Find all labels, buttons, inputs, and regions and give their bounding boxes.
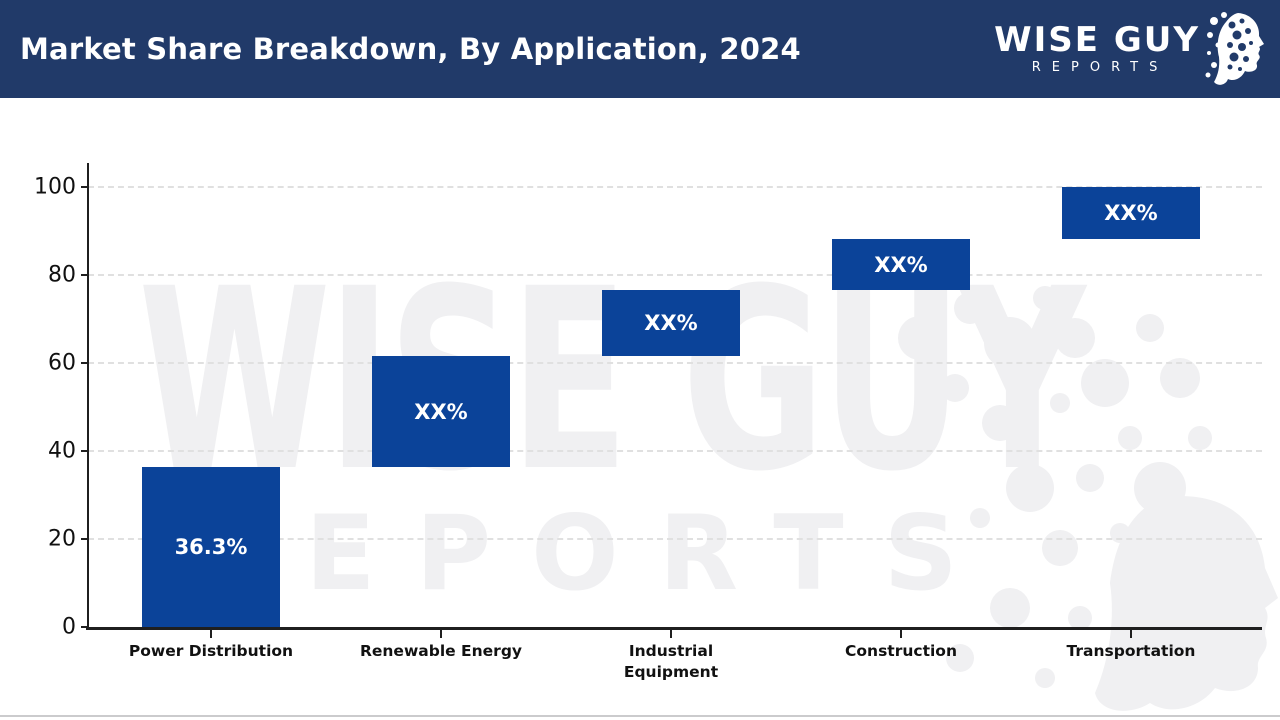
waterfall-bar: XX% [602,290,740,357]
y-gridline [88,361,1262,364]
x-axis-line [86,627,1262,630]
x-axis-category-label: Construction [845,642,957,660]
x-tick [210,630,212,638]
y-tick [81,361,88,364]
x-tick [900,630,902,638]
x-axis-category-label: Transportation [1066,642,1196,660]
x-tick [1130,630,1132,638]
x-tick [440,630,442,638]
y-gridline [88,185,1262,188]
y-tick [81,273,88,276]
waterfall-bar: XX% [832,239,970,291]
y-tick-label: 100 [34,174,76,199]
waterfall-bar: XX% [1062,186,1200,240]
y-axis-line [87,163,89,630]
y-tick-label: 40 [48,438,76,464]
y-tick [81,537,88,540]
plot-area: 0 20 40 60 80 100 36.3% Power Distribution XX% Re… [0,98,1280,720]
logo-subtitle: REPORTS [1031,60,1169,76]
bar-value-label: 36.3% [174,535,248,560]
logo-wordmark: WISE GUY [994,19,1200,60]
y-gridline [88,273,1262,276]
bar-value-label: XX% [644,311,698,336]
wise-guy-head-icon [1205,12,1264,85]
x-axis-category-label: Industrial Equipment [623,642,719,681]
waterfall-bar: XX% [372,356,510,468]
waterfall-bar: 36.3% [142,467,280,627]
watermark-head-icon [898,286,1278,711]
bar-value-label: XX% [874,252,928,277]
y-tick [81,185,88,188]
y-tick-label: 20 [48,526,76,552]
chart-canvas: WISE GUY REPORTS 0 20 40 60 80 100 36.3% Power … [0,98,1280,720]
page-title: Market Share Breakdown, By Application, … [20,32,801,66]
y-tick-label: 80 [48,262,76,288]
bar-value-label: XX% [1104,200,1158,225]
x-axis-category-label: Renewable Energy [359,642,523,660]
bar-value-label: XX% [414,399,468,424]
y-tick [81,626,88,628]
wise-guy-logo: WISE GUY REPORTS [994,9,1266,89]
bottom-border-line [0,715,1280,717]
watermark-reports-text: REPORTS [186,494,998,614]
header-bar: Market Share Breakdown, By Application, … [0,0,1280,98]
y-tick [81,449,88,452]
x-axis-category-label: Power Distribution [128,642,294,660]
x-tick [670,630,672,638]
y-tick-label: 60 [48,350,76,376]
logo-text: WISE GUY REPORTS [994,19,1200,76]
y-gridline [88,537,1262,540]
y-gridline [88,449,1262,452]
y-tick-label: 0 [62,614,76,640]
